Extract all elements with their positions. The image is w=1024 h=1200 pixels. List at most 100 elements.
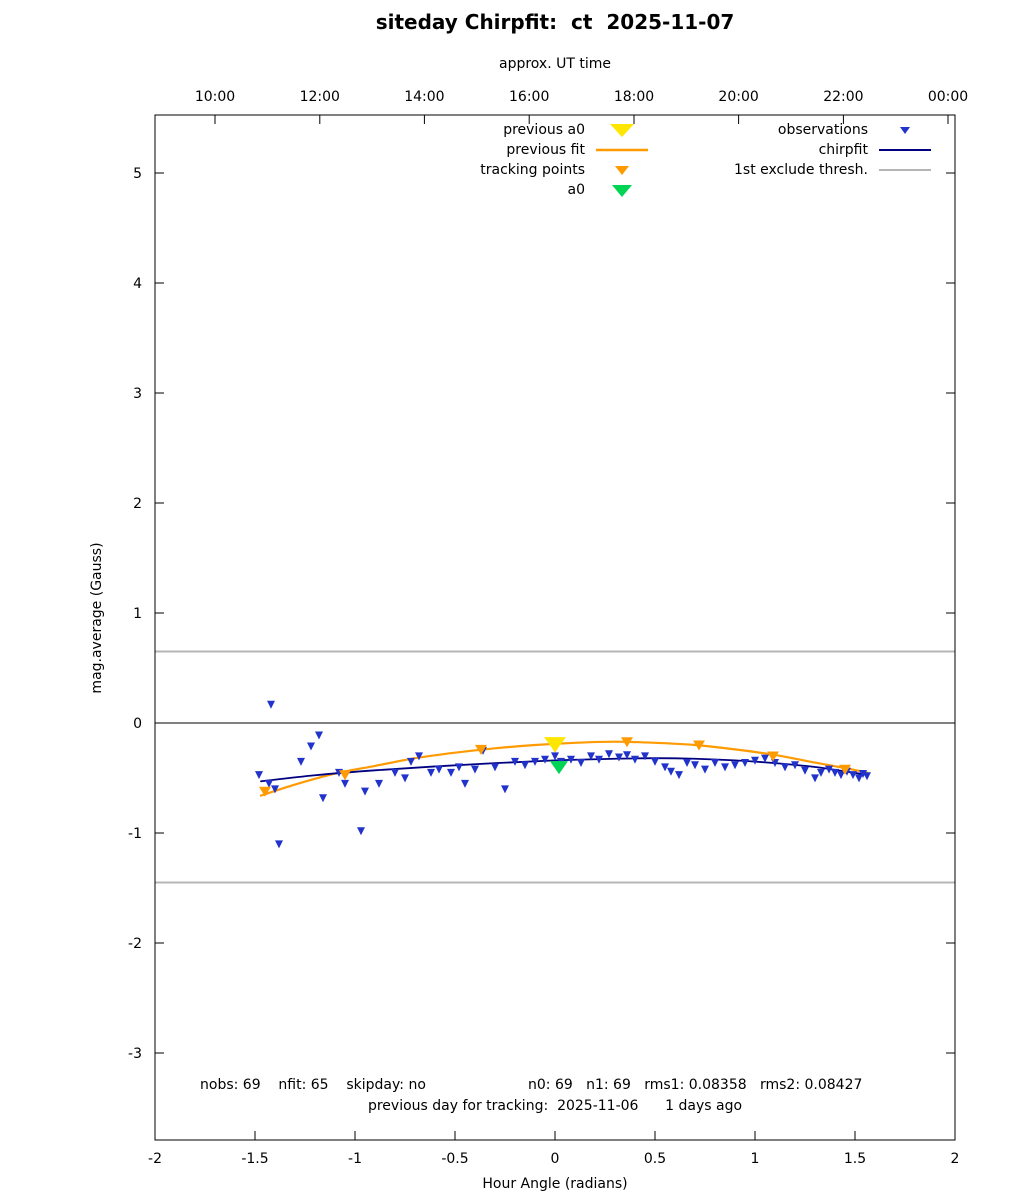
observations-marker [731,761,739,770]
observations-marker [587,752,595,761]
legend-label-exclude-threshold: 1st exclude thresh. [734,162,868,178]
observations-marker [641,752,649,761]
observations-marker [471,765,479,774]
stats-line1-left: nobs: 69 nfit: 65 skipday: no [200,1077,426,1093]
observations-marker [511,757,519,766]
y-tick-label: -1 [128,826,142,842]
observations-marker [541,755,549,764]
tracking-points-marker [339,770,351,781]
observations-marker [461,779,469,788]
observations-marker [551,752,559,761]
previous-fit-line-icon [585,141,659,159]
tracking-points-marker-icon [585,163,659,177]
legend-item-observations: observations [668,120,942,140]
tracking-points-marker [621,737,633,748]
observations-marker [567,755,575,764]
tracking-points-marker [475,744,487,755]
ut-tick-label: 14:00 [404,89,444,105]
ut-tick-label: 22:00 [823,89,863,105]
page-title: siteday Chirpfit: ct 2025-11-07 [375,10,735,34]
x-tick-label: 1 [751,1151,760,1167]
observations-marker [691,761,699,770]
observations-marker [675,771,683,780]
y-tick-label: 5 [133,166,142,182]
legend-label-chirpfit: chirpfit [818,142,868,158]
legend-item-previous-fit: previous fit [385,140,659,160]
observations-marker [615,753,623,762]
a0-marker-icon [585,182,659,199]
observations-marker [701,765,709,774]
x-tick-label: 2 [951,1151,960,1167]
observations-marker [817,768,825,777]
observations-marker [267,700,275,709]
observations-marker [319,794,327,803]
observations-marker [491,763,499,772]
x-tick-label: 0.5 [644,1151,666,1167]
stats-line1-right: n0: 69 n1: 69 rms1: 0.08358 rms2: 0.0842… [528,1077,863,1093]
observations-marker [751,756,759,765]
legend-item-a0: a0 [385,180,659,200]
y-tick-label: 4 [133,276,142,292]
observations-marker [375,779,383,788]
observations-marker [863,772,871,781]
observations-marker [447,768,455,777]
observations-marker [859,770,867,778]
legend-item-chirpfit: chirpfit [668,140,942,160]
y-tick-label: -3 [128,1046,142,1062]
previous-a0-marker-icon [585,121,659,139]
tracking-points-marker [767,751,779,762]
observations-marker [531,757,539,766]
y-tick-label: 1 [133,606,142,622]
observations-marker [341,779,349,788]
legend-item-tracking-points: tracking points [385,160,659,180]
observations-marker [297,757,305,766]
previous-a0-marker [544,737,566,753]
ut-tick-label: 10:00 [195,89,235,105]
left-axis-label: mag.average (Gauss) [89,542,105,694]
legend-item-previous-a0: previous a0 [385,120,659,140]
observations-marker [361,787,369,796]
legend-label-observations: observations [777,122,868,138]
observations-marker [661,763,669,772]
x-tick-label: 0 [551,1151,560,1167]
observations-marker [801,766,809,775]
previous-fit-line [259,740,869,797]
legend-label-previous-fit: previous fit [506,142,585,158]
observations-marker [271,785,279,794]
legend-item-exclude-threshold: 1st exclude thresh. [668,160,942,180]
observations-marker [501,785,509,794]
observations-marker [667,767,675,776]
x-tick-label: -1.5 [241,1151,268,1167]
y-tick-label: 3 [133,386,142,402]
observations-marker [391,768,399,777]
observations-marker [521,761,529,770]
x-tick-label: 1.5 [844,1151,866,1167]
observations-marker [791,761,799,770]
tracking-points-marker [693,740,705,751]
observations-marker [455,763,463,772]
y-tick-label: 2 [133,496,142,512]
tracking-points-marker [839,764,851,775]
observations-marker [781,763,789,772]
observations-marker [315,731,323,740]
observations-marker [577,759,585,767]
ut-tick-label: 18:00 [614,89,654,105]
top-axis-label: approx. UT time [499,56,611,72]
observations-marker [307,742,315,751]
observations-marker [837,771,845,780]
ut-tick-label: 16:00 [509,89,549,105]
stats-line2: previous day for tracking: 2025-11-06 1 … [367,1098,743,1114]
observations-marker [651,757,659,766]
observations-marker [721,763,729,772]
observations-marker [407,757,415,766]
observations-marker [435,765,443,774]
observations-marker [415,752,423,761]
legend-label-previous-a0: previous a0 [503,122,585,138]
observations-marker [741,759,749,767]
legend-label-tracking-points: tracking points [480,162,585,178]
a0-marker [550,761,568,775]
observations-marker [849,771,857,780]
observations-marker [761,754,769,763]
chirpfit-line-icon [868,141,942,159]
